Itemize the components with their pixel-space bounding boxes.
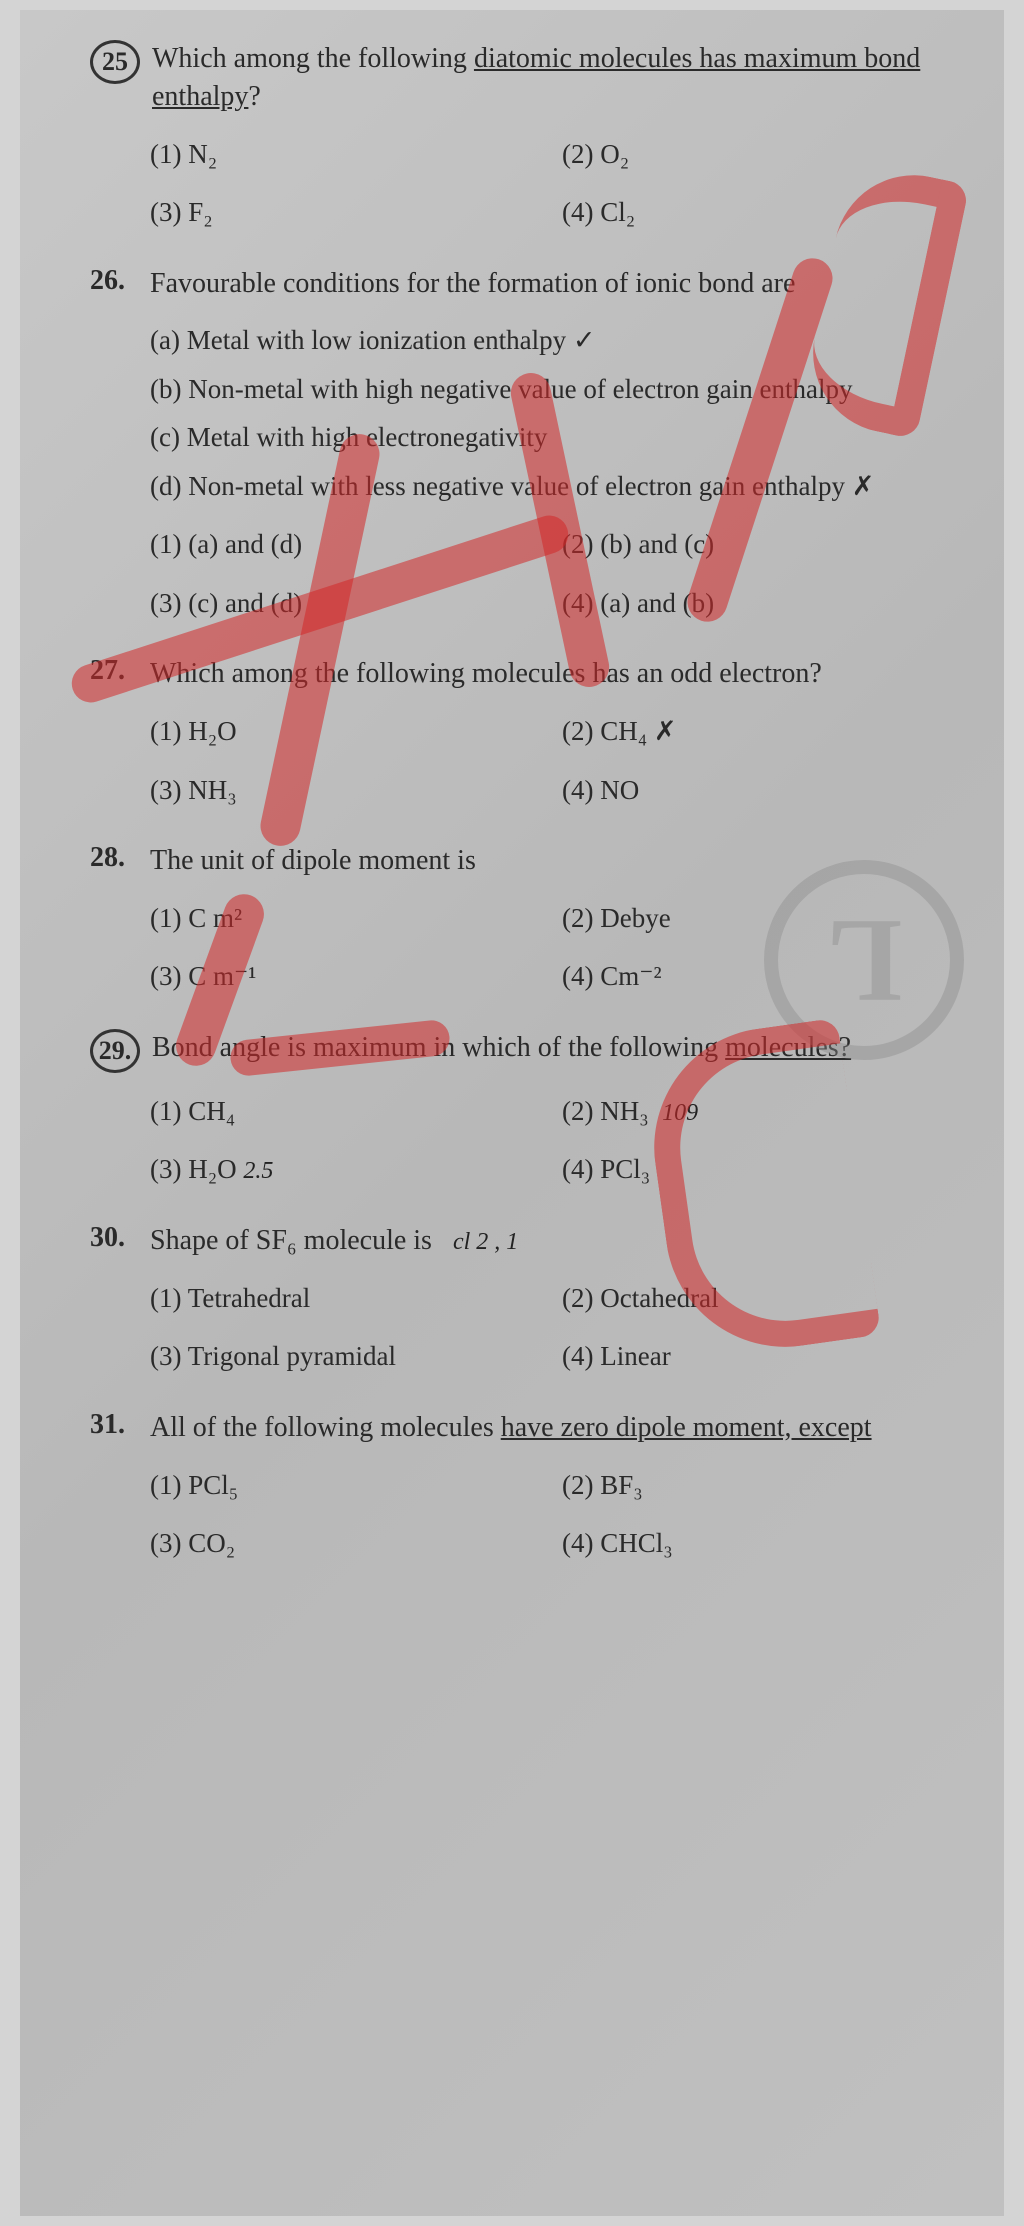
q29-hand3: 2.5: [243, 1158, 273, 1184]
qnum-25: 25: [90, 40, 140, 84]
q29-opt3-text: (3) H₂O: [150, 1154, 237, 1184]
q25-text: Which among the following diatomic molec…: [152, 40, 954, 116]
qnum-26: 26.: [90, 265, 138, 297]
q31-opt3: (3) CO₂: [150, 1519, 542, 1568]
q27-opt1: (1) H₂O: [150, 707, 542, 756]
q27-opt4: (4) NO: [562, 766, 954, 815]
q28-opt1: (1) C m²: [150, 894, 542, 943]
question-27: 27. Which among the following molecules …: [90, 655, 954, 814]
q25-opt2: (2) O₂: [562, 130, 954, 179]
q26-opt2: (2) (b) and (c): [562, 520, 954, 569]
q30-opt1: (1) Tetrahedral: [150, 1274, 542, 1323]
q27-opt3: (3) NH₃: [150, 766, 542, 815]
watermark-glyph: Γ: [826, 891, 902, 1029]
qnum-28: 28.: [90, 842, 138, 874]
q25-opt1: (1) N₂: [150, 130, 542, 179]
q31-text-u: have zero dipole moment, except: [501, 1412, 872, 1443]
q29-opt1: (1) CH₄: [150, 1087, 542, 1136]
q31-opt1: (1) PCl₅: [150, 1461, 542, 1510]
q30-text-main: Shape of SF₆ molecule is: [150, 1225, 432, 1256]
q25-text-a: Which among the following: [152, 43, 474, 74]
q30-hand: cl 2 , 1: [453, 1229, 518, 1255]
q26-opt4: (4) (a) and (b): [562, 579, 954, 628]
q27-opt2: (2) CH₄ ✗: [562, 707, 954, 756]
question-25: 25 Which among the following diatomic mo…: [90, 40, 954, 237]
qnum-29: 29.: [90, 1029, 140, 1073]
q25-text-b: ?: [248, 81, 260, 112]
q30-opt3: (3) Trigonal pyramidal: [150, 1332, 542, 1381]
q31-opt2: (2) BF₃: [562, 1461, 954, 1510]
q31-opt4: (4) CHCl₃: [562, 1519, 954, 1568]
q29-opt3: (3) H₂O 2.5: [150, 1145, 542, 1194]
q27-text: Which among the following molecules has …: [150, 655, 954, 693]
exam-page: 25 Which among the following diatomic mo…: [20, 10, 1004, 2216]
q29-opt2-text: (2) NH₃: [562, 1096, 649, 1126]
q25-opt3: (3) F₂: [150, 188, 542, 237]
question-31: 31. All of the following molecules have …: [90, 1409, 954, 1568]
qnum-30: 30.: [90, 1222, 138, 1254]
q31-text-a: All of the following molecules: [150, 1412, 501, 1443]
qnum-31: 31.: [90, 1409, 138, 1441]
q31-text: All of the following molecules have zero…: [150, 1409, 954, 1447]
